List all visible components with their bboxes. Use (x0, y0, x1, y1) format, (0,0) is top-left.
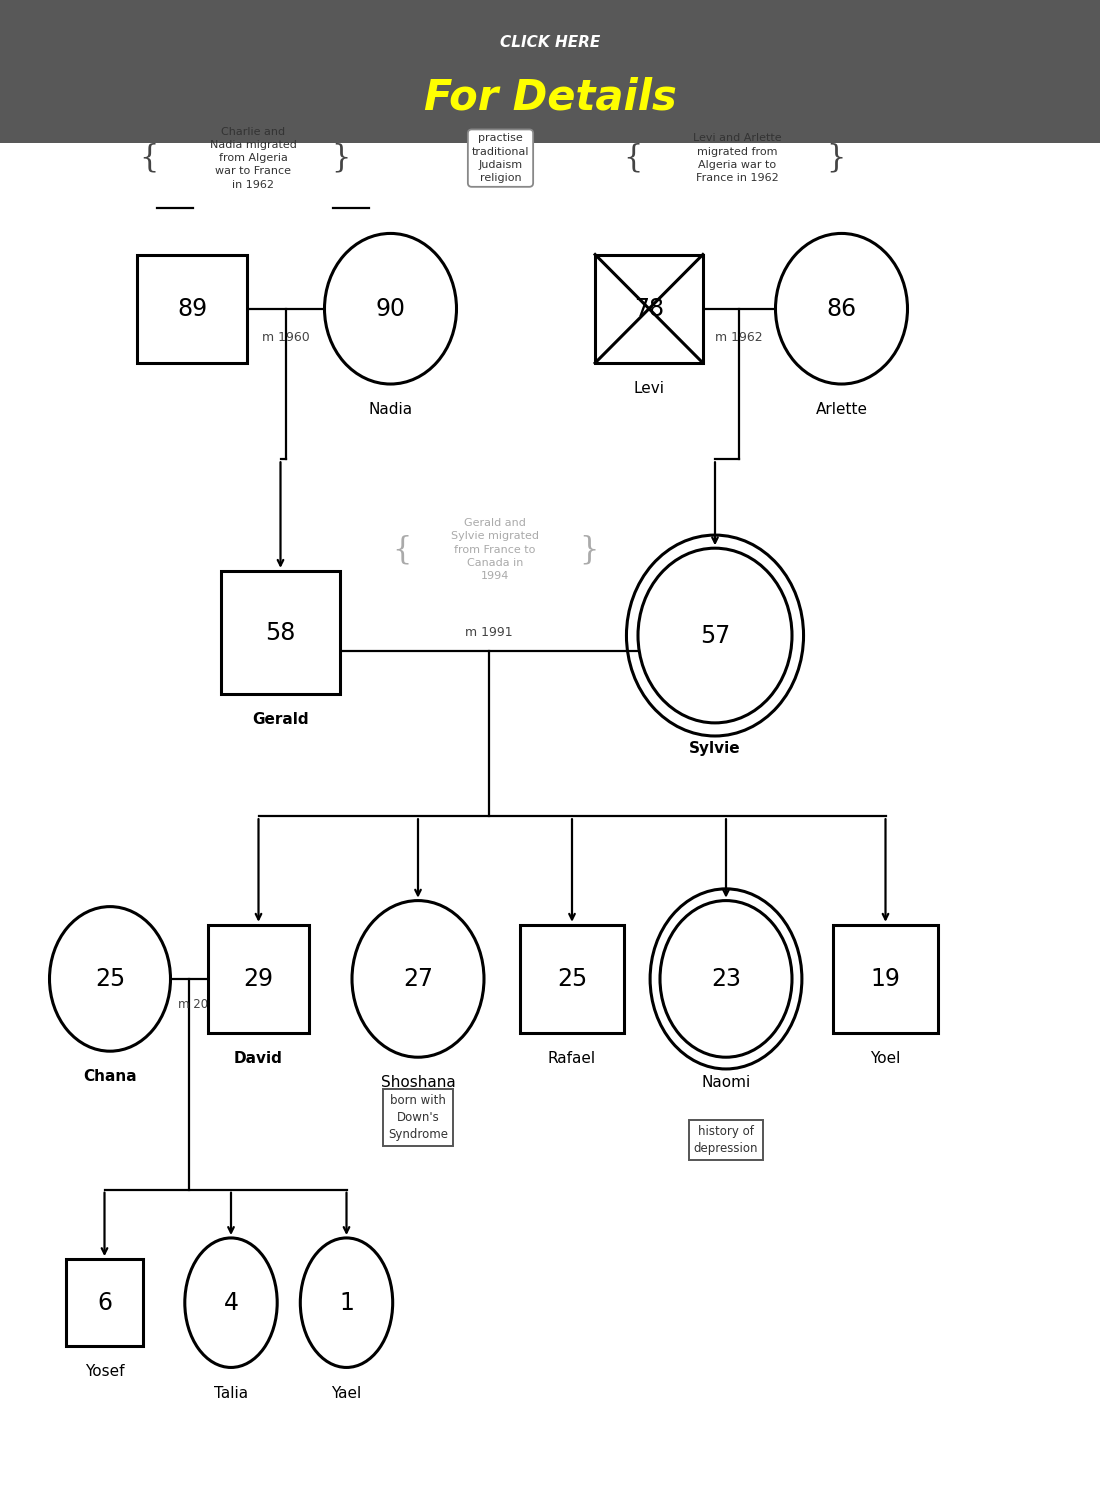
Bar (66, 1259, 143, 1346)
Text: {: { (392, 535, 411, 565)
Text: Nadia: Nadia (368, 402, 412, 417)
Text: 25: 25 (95, 967, 125, 991)
Bar (138, 255, 248, 363)
Text: m 1991: m 1991 (465, 625, 513, 639)
Text: 58: 58 (265, 620, 296, 645)
Text: }: } (826, 143, 846, 173)
Text: Talia: Talia (213, 1386, 249, 1401)
Text: David: David (234, 1051, 283, 1066)
Bar (834, 925, 938, 1033)
Text: }: } (579, 535, 598, 565)
Text: Yael: Yael (331, 1386, 362, 1401)
Text: {: { (623, 143, 642, 173)
Ellipse shape (776, 233, 908, 384)
Text: born with
Down's
Syndrome: born with Down's Syndrome (388, 1093, 448, 1142)
Text: 1: 1 (339, 1291, 354, 1315)
Text: 86: 86 (826, 297, 857, 321)
Text: 57: 57 (700, 623, 730, 648)
Text: history of
depression: history of depression (694, 1125, 758, 1155)
Ellipse shape (300, 1238, 393, 1367)
Bar (595, 255, 703, 363)
Text: Naomi: Naomi (702, 1075, 750, 1090)
Text: CLICK HERE: CLICK HERE (499, 36, 601, 50)
Text: Charlie and
Nadia migrated
from Algeria
war to France
in 1962: Charlie and Nadia migrated from Algeria … (210, 127, 296, 190)
Text: Chana: Chana (84, 1069, 136, 1084)
Text: Rafael: Rafael (548, 1051, 596, 1066)
Text: 6: 6 (97, 1291, 112, 1315)
Ellipse shape (185, 1238, 277, 1367)
Bar (0, 0, 1100, 143)
Text: 27: 27 (403, 967, 433, 991)
Text: }: } (331, 143, 351, 173)
Text: 23: 23 (711, 967, 741, 991)
Text: 25: 25 (557, 967, 587, 991)
Ellipse shape (324, 233, 456, 384)
Text: Sylvie: Sylvie (690, 741, 740, 756)
Text: {: { (139, 143, 158, 173)
Text: 19: 19 (870, 967, 901, 991)
Text: 29: 29 (243, 967, 274, 991)
Text: Gerald and
Sylvie migrated
from France to
Canada in
1994: Gerald and Sylvie migrated from France t… (451, 518, 539, 581)
Text: 89: 89 (177, 297, 208, 321)
Text: m 1960: m 1960 (262, 331, 310, 345)
Text: 78: 78 (634, 297, 664, 321)
Ellipse shape (638, 548, 792, 723)
Text: Yosef: Yosef (85, 1364, 124, 1379)
Text: Shoshana: Shoshana (381, 1075, 455, 1090)
Text: practise
traditional
Judaism
religion: practise traditional Judaism religion (472, 134, 529, 182)
Text: For Details: For Details (424, 77, 676, 119)
Text: m 1962: m 1962 (715, 331, 763, 345)
Ellipse shape (50, 907, 170, 1051)
Text: Levi and Arlette
migrated from
Algeria war to
France in 1962: Levi and Arlette migrated from Algeria w… (693, 134, 781, 182)
Text: 4: 4 (223, 1291, 239, 1315)
Text: 90: 90 (375, 297, 406, 321)
Bar (519, 925, 625, 1033)
Text: Yoel: Yoel (870, 1051, 901, 1066)
Bar (208, 925, 309, 1033)
Text: m 2015: m 2015 (178, 998, 222, 1012)
Text: Levi: Levi (634, 381, 664, 396)
Text: Gerald: Gerald (252, 712, 309, 727)
Text: Arlette: Arlette (815, 402, 868, 417)
Ellipse shape (352, 901, 484, 1057)
Ellipse shape (660, 901, 792, 1057)
Bar (221, 571, 340, 694)
